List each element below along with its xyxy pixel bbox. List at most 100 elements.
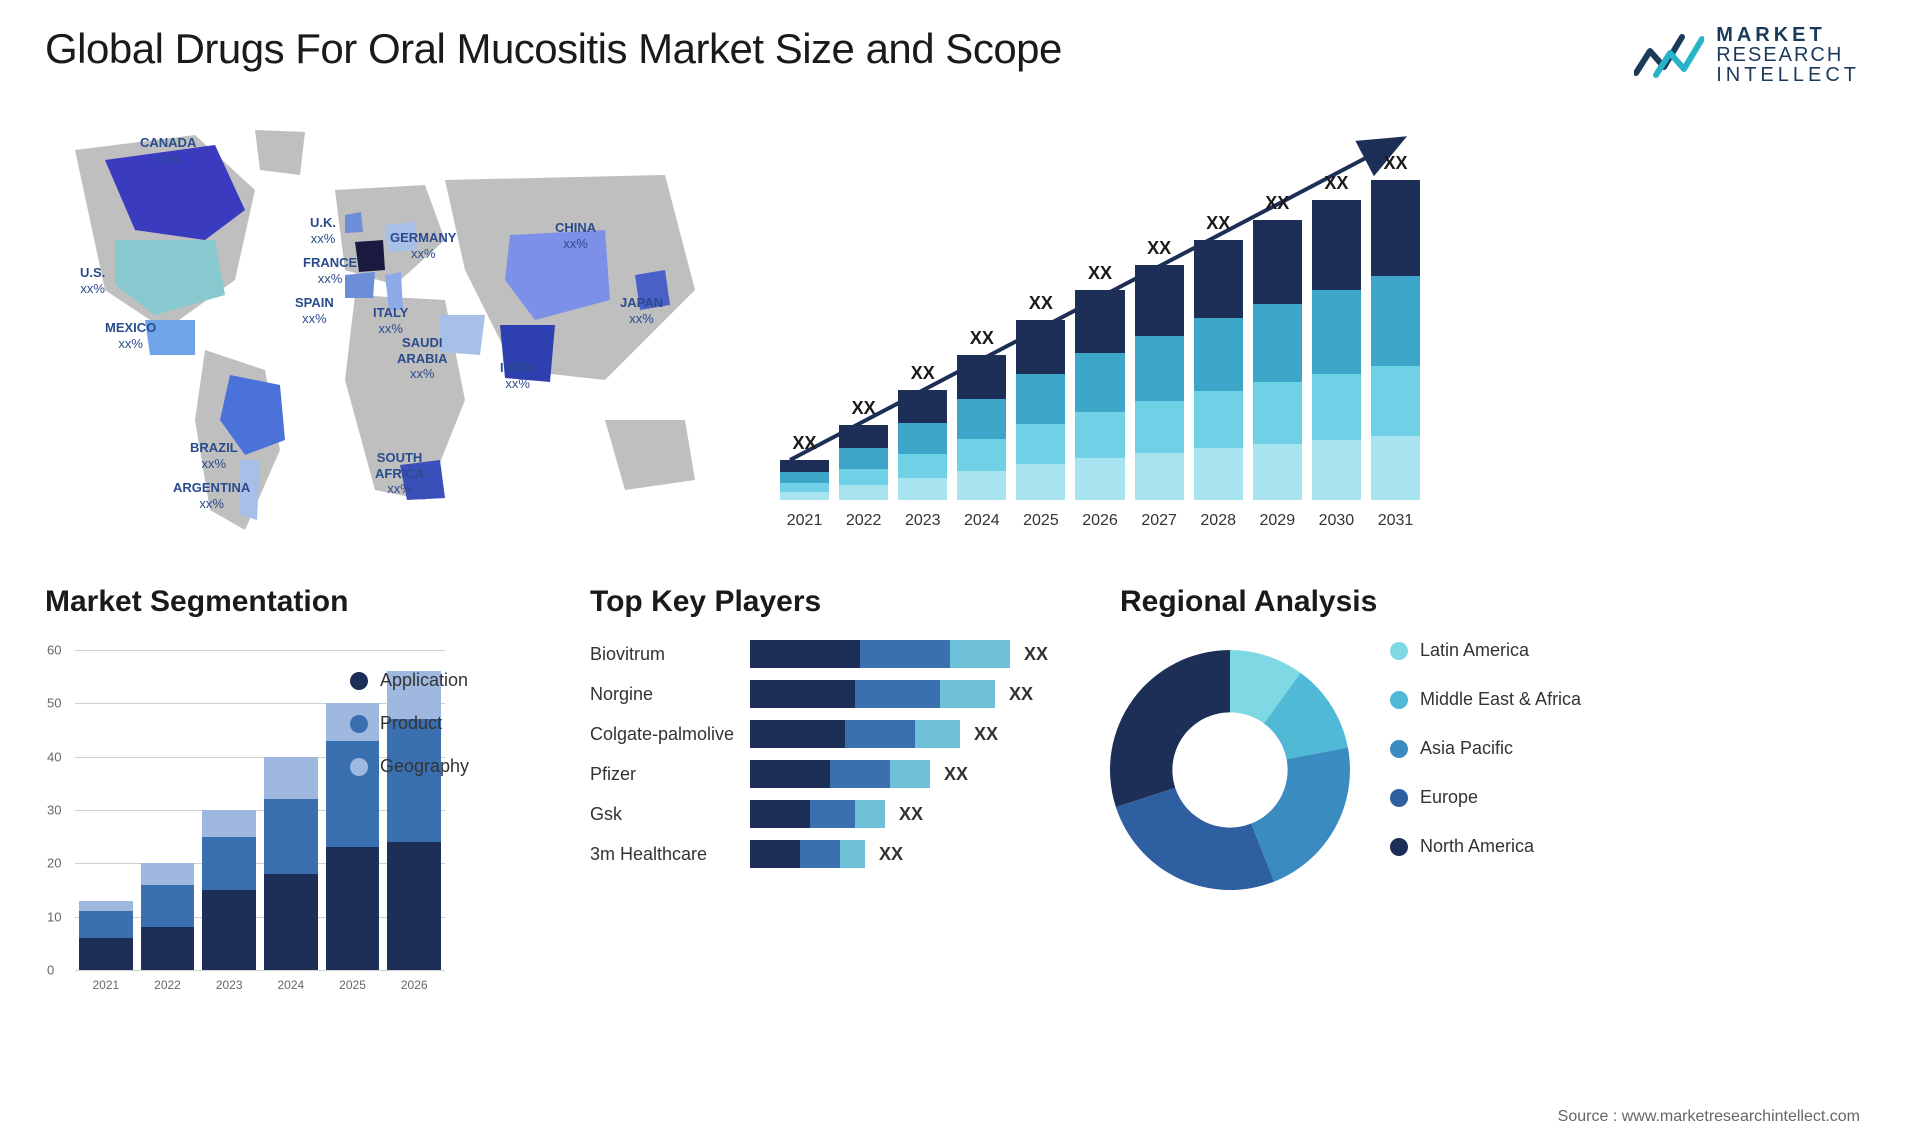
- growth-value-label: XX: [1088, 263, 1112, 284]
- seg-year-label: 2026: [387, 978, 441, 992]
- player-name: Norgine: [590, 684, 750, 705]
- legend-dot-icon: [350, 715, 368, 733]
- player-name: Pfizer: [590, 764, 750, 785]
- growth-bar: XX: [957, 328, 1006, 500]
- growth-bar: XX: [898, 363, 947, 500]
- donut-slice: [1110, 650, 1230, 807]
- player-bar: [750, 840, 865, 868]
- growth-year-label: 2022: [839, 512, 888, 530]
- player-bar: [750, 680, 995, 708]
- legend-label: Europe: [1420, 787, 1478, 808]
- growth-bar: XX: [1135, 238, 1184, 500]
- y-tick-label: 50: [47, 696, 61, 711]
- legend-dot-icon: [1390, 740, 1408, 758]
- growth-value-label: XX: [793, 433, 817, 454]
- player-value: XX: [899, 804, 923, 825]
- growth-bar-chart: XXXXXXXXXXXXXXXXXXXXXX 20212022202320242…: [780, 120, 1420, 540]
- player-value: XX: [944, 764, 968, 785]
- map-label: GERMANYxx%: [390, 230, 456, 261]
- player-value: XX: [879, 844, 903, 865]
- growth-year-label: 2025: [1016, 512, 1065, 530]
- growth-value-label: XX: [1029, 293, 1053, 314]
- growth-value-label: XX: [1265, 193, 1289, 214]
- legend-item: Latin America: [1390, 640, 1581, 661]
- growth-bar: XX: [780, 433, 829, 500]
- map-label: CANADAxx%: [140, 135, 196, 166]
- map-label: CHINAxx%: [555, 220, 596, 251]
- seg-year-label: 2023: [202, 978, 256, 992]
- legend-dot-icon: [350, 758, 368, 776]
- player-row: Pfizer XX: [590, 760, 1090, 788]
- player-name: Gsk: [590, 804, 750, 825]
- legend-label: Geography: [380, 756, 469, 777]
- player-row: Gsk XX: [590, 800, 1090, 828]
- growth-year-label: 2024: [957, 512, 1006, 530]
- donut-slice: [1116, 788, 1274, 890]
- legend-label: North America: [1420, 836, 1534, 857]
- regional-donut: [1100, 640, 1360, 900]
- growth-year-label: 2021: [780, 512, 829, 530]
- logo-text: MARKET RESEARCH INTELLECT: [1716, 25, 1860, 85]
- segmentation-heading: Market Segmentation: [45, 585, 348, 619]
- map-label: U.S.xx%: [80, 265, 105, 296]
- map-label: SPAINxx%: [295, 295, 334, 326]
- legend-dot-icon: [350, 672, 368, 690]
- growth-year-label: 2026: [1075, 512, 1124, 530]
- legend-dot-icon: [1390, 789, 1408, 807]
- player-row: 3m HealthcareXX: [590, 840, 1090, 868]
- players-chart: BiovitrumXXNorgineXXColgate-palmoliveXXP…: [590, 640, 1090, 880]
- growth-value-label: XX: [970, 328, 994, 349]
- legend-label: Latin America: [1420, 640, 1529, 661]
- player-bar: [750, 760, 930, 788]
- y-tick-label: 0: [47, 963, 54, 978]
- growth-bar: XX: [1312, 173, 1361, 500]
- segmentation-legend: Application Product Geography: [350, 670, 469, 777]
- legend-item: North America: [1390, 836, 1581, 857]
- player-value: XX: [1024, 644, 1048, 665]
- legend-item: Asia Pacific: [1390, 738, 1581, 759]
- legend-label: Asia Pacific: [1420, 738, 1513, 759]
- world-map: CANADAxx%U.S.xx%MEXICOxx%BRAZILxx%ARGENT…: [45, 120, 725, 550]
- legend-item: Geography: [350, 756, 469, 777]
- growth-value-label: XX: [1324, 173, 1348, 194]
- growth-bar: XX: [1371, 153, 1420, 500]
- player-row: Biovitrum XX: [590, 640, 1090, 668]
- growth-year-label: 2023: [898, 512, 947, 530]
- y-tick-label: 30: [47, 803, 61, 818]
- legend-dot-icon: [1390, 642, 1408, 660]
- y-tick-label: 40: [47, 749, 61, 764]
- legend-item: Application: [350, 670, 469, 691]
- player-bar: [750, 800, 885, 828]
- map-label: JAPANxx%: [620, 295, 663, 326]
- seg-year-label: 2022: [141, 978, 195, 992]
- map-label: FRANCExx%: [303, 255, 357, 286]
- seg-year-label: 2021: [79, 978, 133, 992]
- logo-icon: [1634, 27, 1704, 83]
- growth-year-label: 2028: [1194, 512, 1243, 530]
- legend-dot-icon: [1390, 691, 1408, 709]
- y-tick-label: 60: [47, 643, 61, 658]
- map-label: BRAZILxx%: [190, 440, 238, 471]
- segmentation-bar: [79, 901, 133, 970]
- page-title: Global Drugs For Oral Mucositis Market S…: [45, 25, 1062, 73]
- seg-year-label: 2025: [326, 978, 380, 992]
- legend-label: Middle East & Africa: [1420, 689, 1581, 710]
- y-tick-label: 10: [47, 909, 61, 924]
- players-heading: Top Key Players: [590, 585, 821, 619]
- player-bar: [750, 720, 960, 748]
- growth-value-label: XX: [911, 363, 935, 384]
- legend-label: Product: [380, 713, 442, 734]
- legend-item: Middle East & Africa: [1390, 689, 1581, 710]
- regions-heading: Regional Analysis: [1120, 585, 1377, 619]
- legend-dot-icon: [1390, 838, 1408, 856]
- segmentation-bar: [202, 810, 256, 970]
- seg-year-label: 2024: [264, 978, 318, 992]
- map-label: ITALYxx%: [373, 305, 408, 336]
- growth-value-label: XX: [852, 398, 876, 419]
- legend-label: Application: [380, 670, 468, 691]
- segmentation-bar: [264, 757, 318, 970]
- growth-year-label: 2030: [1312, 512, 1361, 530]
- segmentation-bar: [141, 863, 195, 970]
- player-name: Biovitrum: [590, 644, 750, 665]
- growth-bar: XX: [839, 398, 888, 500]
